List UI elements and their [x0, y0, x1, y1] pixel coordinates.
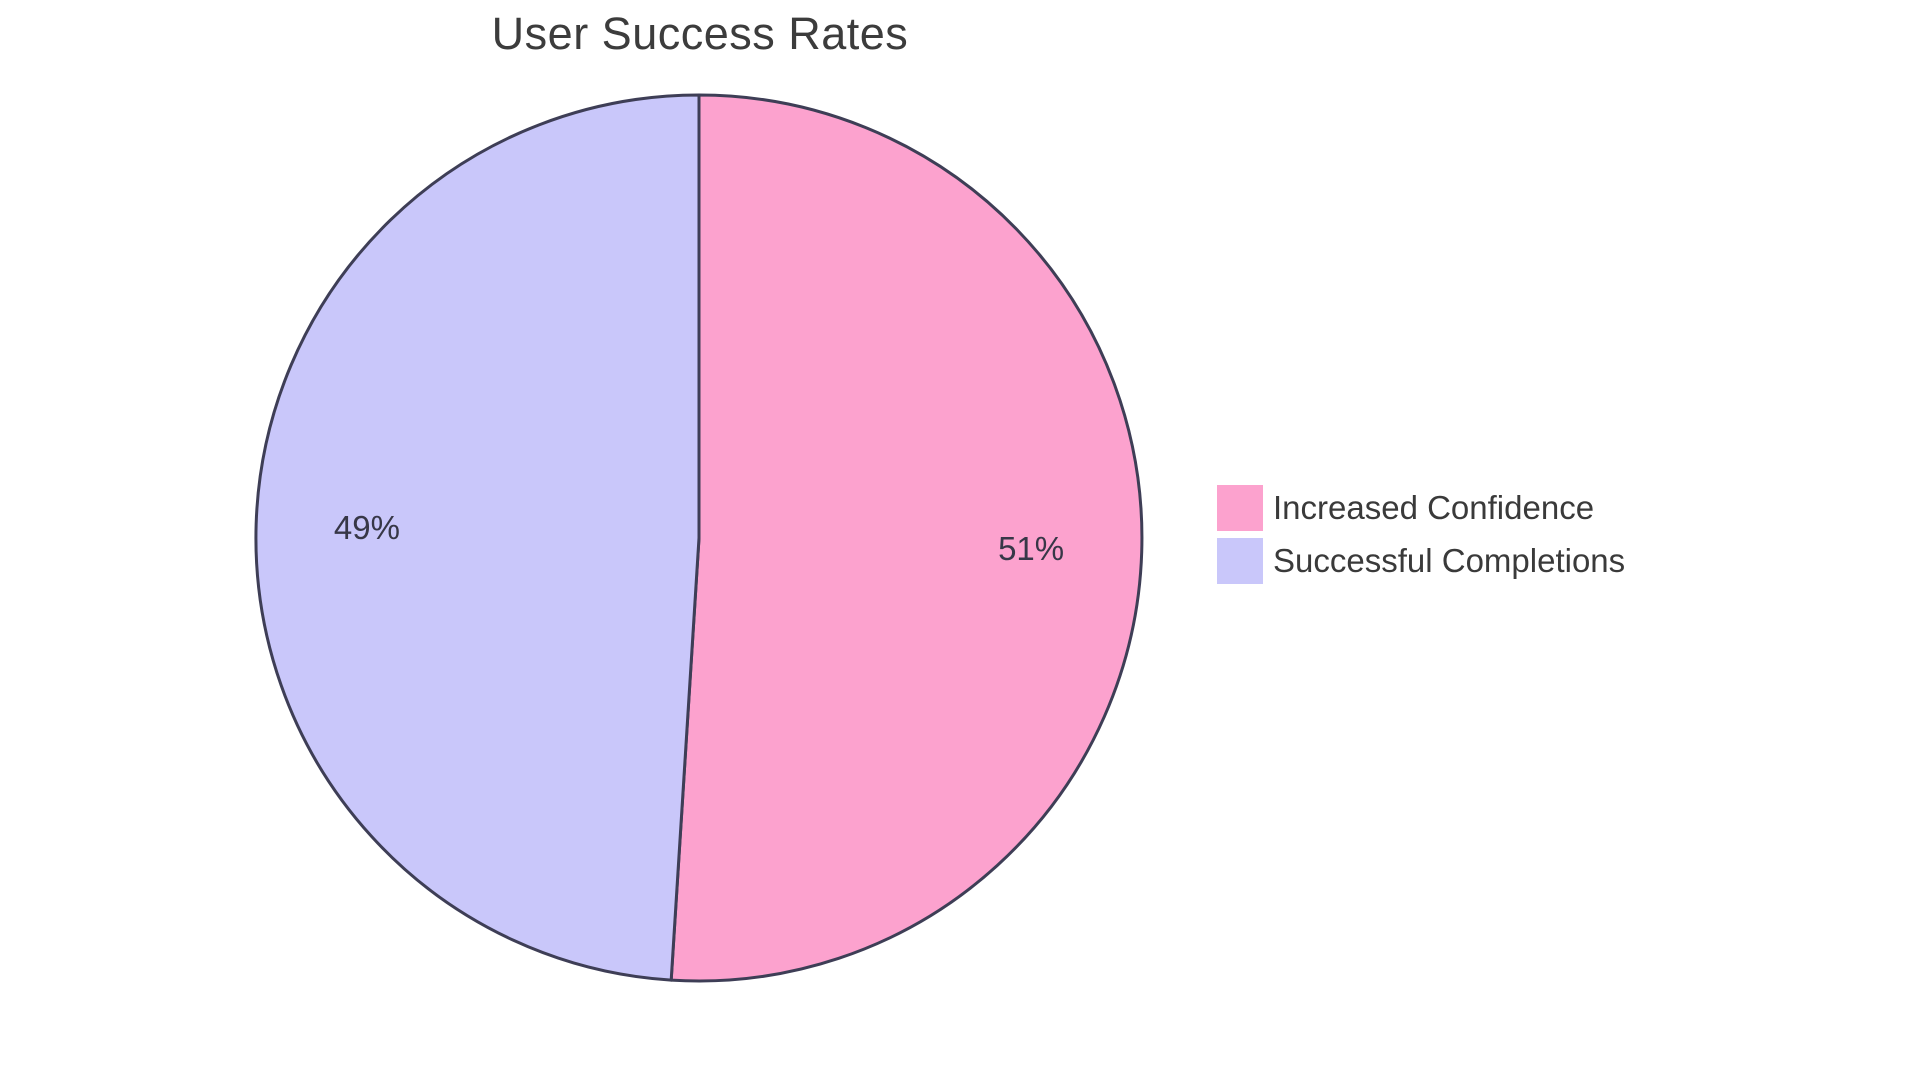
chart-title: User Success Rates [491, 8, 909, 59]
pie-slice-percent-label-successful-completions: 49% [334, 509, 400, 546]
pie-slice-percent-label-increased-confidence: 51% [998, 530, 1064, 567]
legend-label-successful-completions: Successful Completions [1273, 542, 1626, 579]
legend-label-increased-confidence: Increased Confidence [1273, 489, 1595, 526]
legend-item-successful-completions[interactable]: Successful Completions [1217, 538, 1625, 584]
pie-slice-increased-confidence[interactable] [669, 93, 1144, 983]
legend: Increased Confidence Successful Completi… [1217, 485, 1625, 591]
legend-swatch-successful-completions [1217, 538, 1263, 584]
pie-slice-successful-completions[interactable] [254, 93, 701, 982]
legend-swatch-increased-confidence [1217, 485, 1263, 531]
legend-item-increased-confidence[interactable]: Increased Confidence [1217, 485, 1625, 531]
